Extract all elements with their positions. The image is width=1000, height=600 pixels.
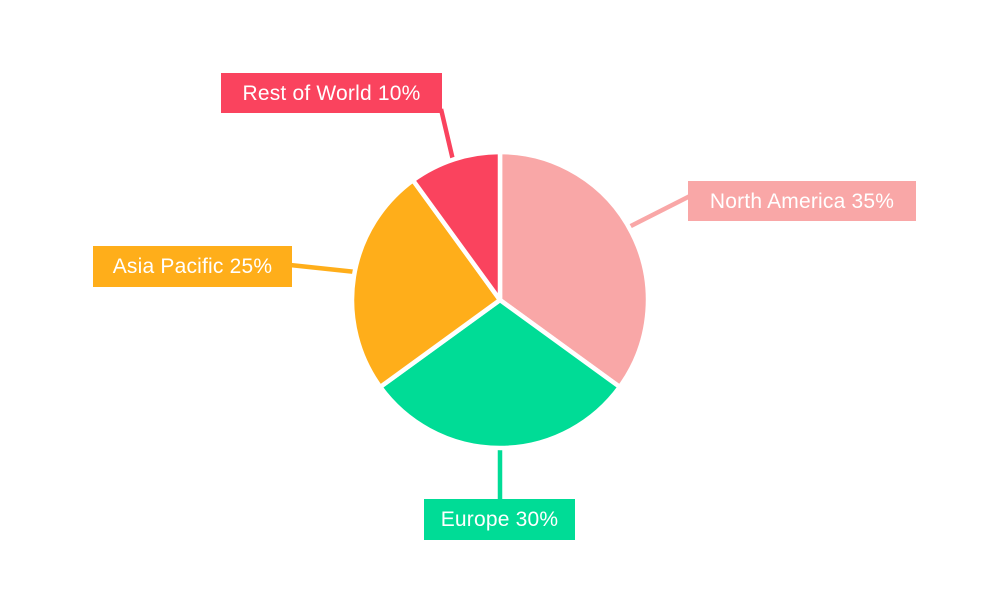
pie-label-asia-pacific[interactable]: Asia Pacific 25% bbox=[93, 246, 292, 287]
pie-slice-rest-of-world[interactable] bbox=[410, 149, 503, 303]
pie-slice-europe[interactable] bbox=[378, 297, 622, 451]
pie-label-rest-of-world[interactable]: Rest of World 10% bbox=[221, 73, 442, 113]
pie-slice-north-america[interactable] bbox=[497, 149, 651, 390]
pie-label-north-america[interactable]: North America 35% bbox=[688, 181, 916, 221]
leader-line-north-america bbox=[621, 193, 692, 233]
pie-label-europe[interactable]: Europe 30% bbox=[424, 499, 575, 540]
leader-line-asia-pacific bbox=[289, 262, 357, 275]
pie-slice-asia-pacific[interactable] bbox=[349, 178, 503, 390]
